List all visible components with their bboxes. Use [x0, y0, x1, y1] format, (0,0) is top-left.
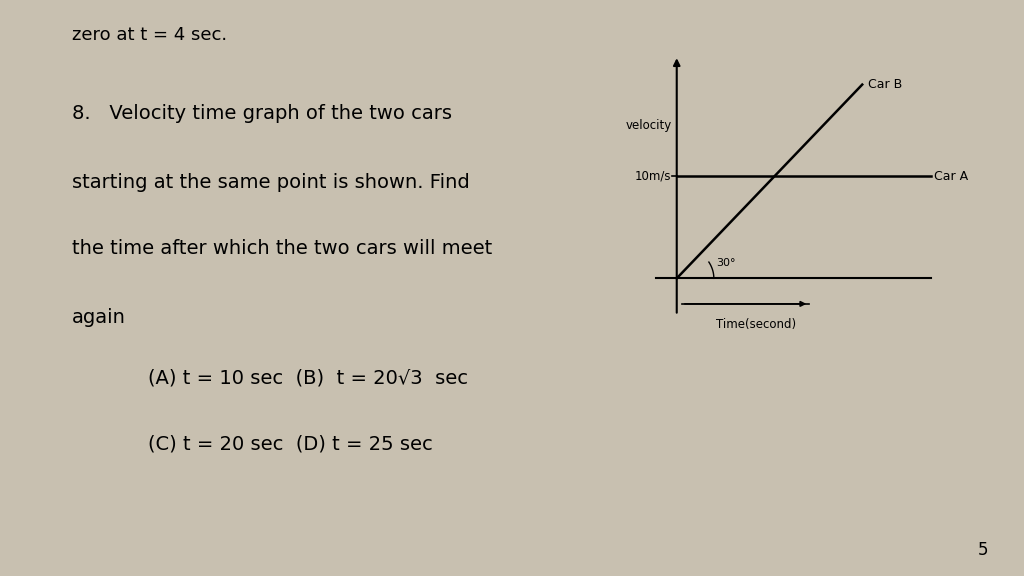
- Text: 8.   Velocity time graph of the two cars: 8. Velocity time graph of the two cars: [72, 104, 452, 123]
- Text: Car A: Car A: [934, 170, 968, 183]
- Text: (C) t = 20 sec  (D) t = 25 sec: (C) t = 20 sec (D) t = 25 sec: [123, 435, 432, 454]
- Text: 10m/s: 10m/s: [635, 170, 672, 183]
- Text: the time after which the two cars will meet: the time after which the two cars will m…: [72, 239, 492, 258]
- Text: (A) t = 10 sec  (B)  t = 20√3  sec: (A) t = 10 sec (B) t = 20√3 sec: [123, 369, 468, 388]
- Text: Time(second): Time(second): [716, 318, 797, 331]
- Text: again: again: [72, 308, 126, 327]
- Text: 5: 5: [978, 541, 988, 559]
- Text: zero at t = 4 sec.: zero at t = 4 sec.: [72, 26, 226, 44]
- Text: velocity: velocity: [626, 119, 672, 131]
- Text: Car B: Car B: [867, 78, 902, 91]
- Text: 30°: 30°: [717, 258, 736, 268]
- Text: starting at the same point is shown. Find: starting at the same point is shown. Fin…: [72, 173, 469, 192]
